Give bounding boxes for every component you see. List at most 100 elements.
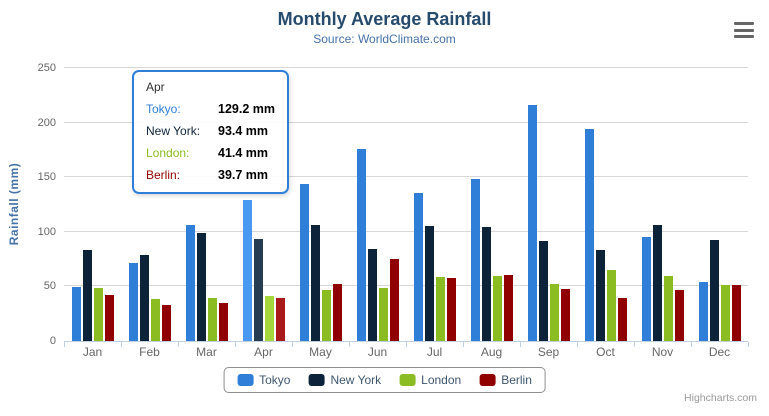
- bar-new-york-jun[interactable]: [367, 249, 377, 341]
- legend: Tokyo New York London Berlin: [223, 367, 546, 393]
- bar-berlin-jul[interactable]: [446, 278, 456, 341]
- x-axis-line: [64, 341, 748, 342]
- bar-tokyo-mar[interactable]: [185, 225, 195, 341]
- tooltip-series-name: Tokyo:: [146, 102, 181, 116]
- legend-item-label: Berlin: [501, 373, 532, 387]
- gridline: [64, 285, 748, 287]
- bar-new-york-oct[interactable]: [595, 250, 605, 341]
- x-axis-label-may: May: [309, 345, 332, 359]
- legend-item-tokyo[interactable]: Tokyo: [237, 373, 290, 387]
- x-axis-label-dec: Dec: [708, 345, 731, 359]
- x-axis-label-jul: Jul: [426, 345, 443, 359]
- bar-berlin-aug[interactable]: [503, 275, 513, 341]
- tooltip-header: Apr: [146, 80, 165, 94]
- bar-berlin-nov[interactable]: [674, 290, 684, 341]
- bar-tokyo-oct[interactable]: [584, 129, 594, 341]
- legend-item-label: New York: [330, 373, 382, 387]
- bar-berlin-apr[interactable]: [275, 298, 285, 341]
- bar-tokyo-may[interactable]: [299, 184, 309, 341]
- x-axis-tick: [235, 342, 236, 347]
- bar-tokyo-sep[interactable]: [527, 105, 537, 341]
- bar-new-york-nov[interactable]: [652, 225, 662, 341]
- column-group-mar: [178, 68, 235, 341]
- bar-tokyo-jun[interactable]: [356, 149, 366, 341]
- x-axis-label-aug: Aug: [480, 345, 503, 359]
- column-group-jul: [406, 68, 463, 341]
- column-group-nov: [634, 68, 691, 341]
- bar-tokyo-aug[interactable]: [470, 179, 480, 341]
- bar-london-jul[interactable]: [435, 277, 445, 341]
- legend-item-label: Tokyo: [259, 373, 291, 387]
- bar-new-york-dec[interactable]: [709, 240, 719, 341]
- x-axis-tick: [178, 342, 179, 347]
- bar-tokyo-jan[interactable]: [71, 287, 81, 341]
- bar-new-york-apr[interactable]: [253, 239, 263, 341]
- bar-new-york-feb[interactable]: [139, 255, 149, 341]
- tooltip-series-value: 129.2 mm: [218, 102, 275, 116]
- tooltip-series-value: 41.4 mm: [218, 146, 269, 160]
- legend-item-new-york[interactable]: New York: [308, 373, 381, 387]
- chart-subtitle: Source: WorldClimate.com: [313, 32, 456, 46]
- bar-berlin-jan[interactable]: [104, 295, 114, 341]
- x-axis-tick: [577, 342, 578, 347]
- bar-new-york-jul[interactable]: [424, 226, 434, 341]
- plot-area: [64, 67, 749, 347]
- credits-link[interactable]: Highcharts.com: [684, 392, 757, 404]
- bar-tokyo-jul[interactable]: [413, 193, 423, 341]
- bar-berlin-jun[interactable]: [389, 259, 399, 341]
- x-axis-label-jun: Jun: [367, 345, 388, 359]
- bar-berlin-sep[interactable]: [560, 289, 570, 341]
- x-axis-label-sep: Sep: [537, 345, 560, 359]
- bar-new-york-aug[interactable]: [481, 227, 491, 341]
- tooltip-series-name: New York:: [146, 124, 201, 138]
- bar-berlin-dec[interactable]: [731, 285, 741, 341]
- y-axis-label: 250: [37, 62, 56, 74]
- bar-new-york-jan[interactable]: [82, 250, 92, 341]
- gridline: [64, 176, 748, 178]
- bar-london-nov[interactable]: [663, 276, 673, 341]
- bar-new-york-mar[interactable]: [196, 233, 206, 341]
- export-menu-button[interactable]: [731, 20, 757, 40]
- bar-tokyo-feb[interactable]: [128, 263, 138, 341]
- bar-london-apr[interactable]: [264, 296, 274, 341]
- x-axis-label-apr: Apr: [254, 345, 273, 359]
- tooltip: Apr Tokyo: 129.2 mm New York: 93.4 mm London…: [132, 70, 289, 194]
- bar-london-mar[interactable]: [207, 298, 217, 341]
- bar-tokyo-nov[interactable]: [641, 237, 651, 341]
- bar-london-sep[interactable]: [549, 284, 559, 341]
- x-axis-tick: [121, 342, 122, 347]
- bar-berlin-mar[interactable]: [218, 303, 228, 341]
- column-group-may: [292, 68, 349, 341]
- bar-london-jan[interactable]: [93, 288, 103, 341]
- bar-london-jun[interactable]: [378, 288, 388, 341]
- column-group-aug: [463, 68, 520, 341]
- bar-berlin-oct[interactable]: [617, 298, 627, 341]
- bar-new-york-may[interactable]: [310, 225, 320, 341]
- tooltip-series-name: Berlin:: [146, 168, 181, 182]
- hamburger-icon: [734, 28, 754, 32]
- bar-london-dec[interactable]: [720, 285, 730, 341]
- legend-item-label: London: [421, 373, 462, 387]
- x-axis-tick: [406, 342, 407, 347]
- legend-item-london[interactable]: London: [399, 373, 461, 387]
- x-axis-tick: [634, 342, 635, 347]
- bar-london-oct[interactable]: [606, 270, 616, 341]
- x-axis-tick: [691, 342, 692, 347]
- y-axis-label: 100: [37, 225, 56, 238]
- bar-berlin-may[interactable]: [332, 284, 342, 341]
- bar-london-may[interactable]: [321, 290, 331, 341]
- bar-london-feb[interactable]: [150, 299, 160, 341]
- legend-item-berlin[interactable]: Berlin: [479, 373, 532, 387]
- bar-berlin-feb[interactable]: [161, 305, 171, 341]
- bar-tokyo-apr[interactable]: [242, 200, 252, 341]
- column-group-jun: [349, 68, 406, 341]
- bar-london-aug[interactable]: [492, 276, 502, 341]
- legend-swatch-icon: [308, 374, 325, 386]
- tooltip-series-value: 93.4 mm: [218, 124, 269, 138]
- column-group-sep: [520, 68, 577, 341]
- x-axis-tick: [349, 342, 350, 347]
- bar-tokyo-dec[interactable]: [698, 282, 708, 341]
- x-axis-label-oct: Oct: [596, 345, 615, 359]
- bar-new-york-sep[interactable]: [538, 241, 548, 341]
- x-axis-tick: [292, 342, 293, 347]
